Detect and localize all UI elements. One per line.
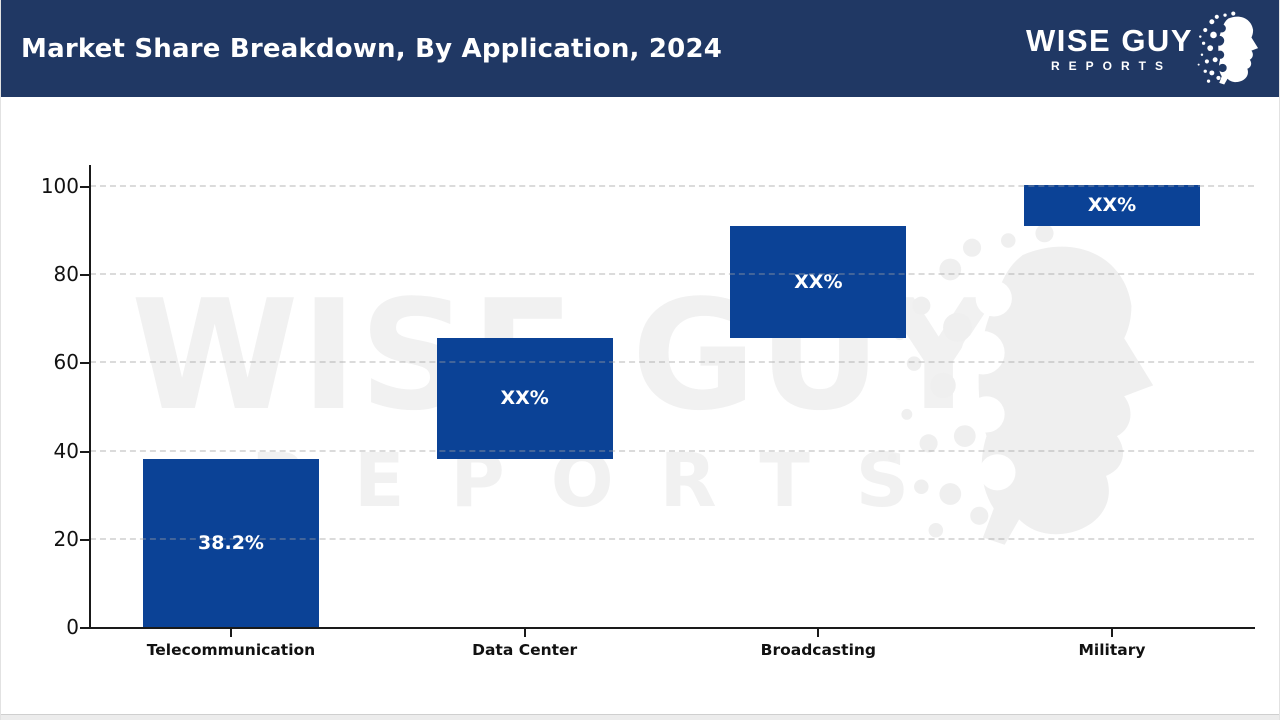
logo-reports-text: REPORTS [1050,59,1172,73]
x-tick-military [1111,629,1113,637]
y-tick-80 [80,274,89,277]
bar-data-center [436,338,613,459]
x-axis-label-broadcasting: Broadcasting [760,641,877,659]
x-axis-line [89,627,1255,629]
y-tick-label-60: 60 [53,350,79,375]
y-tick-60 [80,362,89,365]
y-tick-label-40: 40 [53,438,79,463]
gridline-40 [90,449,1254,452]
y-tick-100 [80,186,89,188]
y-tick-0 [80,627,89,629]
watermark-head-icon [888,226,1154,545]
y-axis-line [89,165,91,629]
bar-telecommunication [143,458,319,627]
gridline-100 [90,185,1254,187]
gridline-60 [90,361,1254,364]
x-axis-label-data-center: Data Center [472,641,578,659]
header-bar: Market Share Breakdown, By Application, … [1,0,1279,97]
y-tick-20 [80,538,89,541]
bar-value-label-telecommunication: 38.2% [198,531,264,554]
page-title: Market Share Breakdown, By Application, … [21,33,723,64]
wise-guy-logo: WISE GUY REPORTS [1026,0,1263,97]
y-tick-label-20: 20 [53,526,79,551]
logo-wordmark: WISE GUY [1025,23,1193,58]
logo-text: WISE GUY REPORTS [1026,25,1193,72]
gridline-80 [90,273,1254,276]
x-tick-broadcasting [817,629,820,637]
bar-value-label-military: XX% [1087,194,1137,217]
bar-broadcasting [730,225,907,339]
gridline-20 [90,537,1254,540]
y-tick-40 [80,450,89,453]
bar-value-label-broadcasting: XX% [794,270,843,293]
x-axis-label-military: Military [1078,641,1146,659]
bar-military [1024,185,1200,226]
y-tick-label-80: 80 [53,262,79,287]
x-tick-telecommunication [230,629,232,637]
y-tick-label-100: 100 [40,174,79,198]
bar-value-label-data-center: XX% [500,387,549,410]
x-axis-label-telecommunication: Telecommunication [146,641,316,659]
x-tick-data-center [523,629,526,637]
y-tick-label-0: 0 [66,615,79,639]
bottom-border [1,714,1279,720]
logo-head-icon [1197,10,1259,84]
